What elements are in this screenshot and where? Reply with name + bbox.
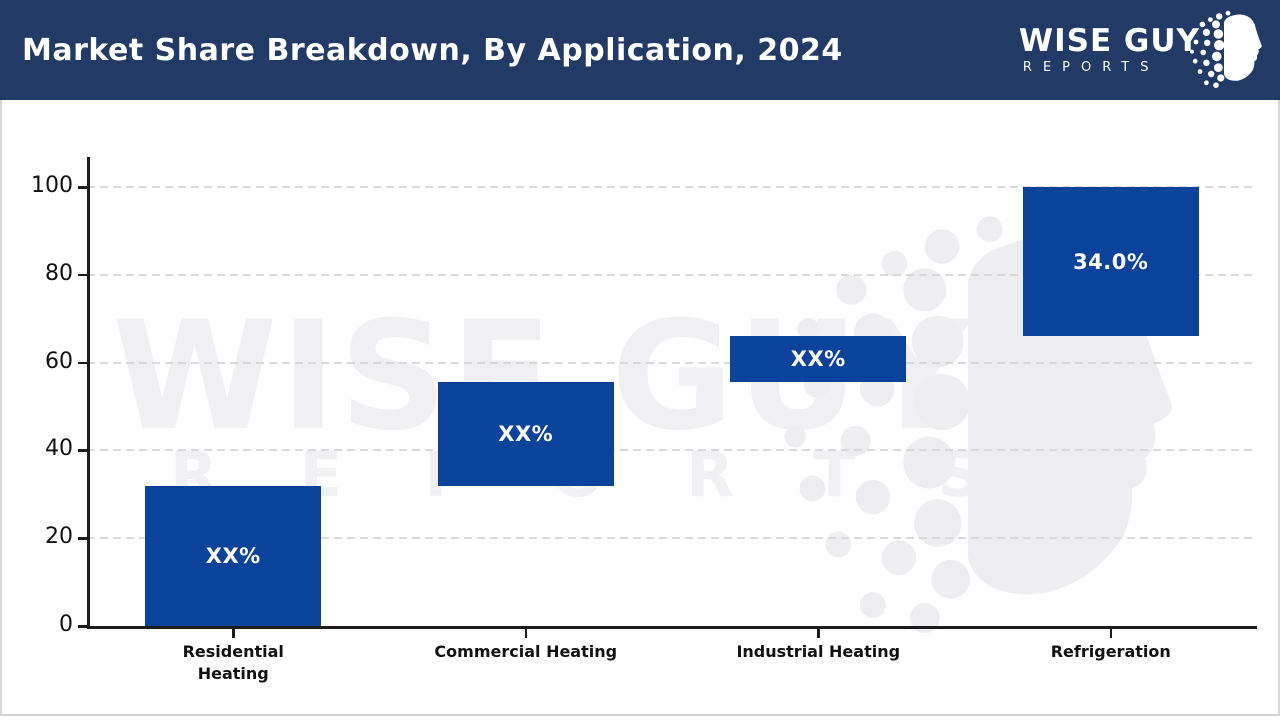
y-tick-0: [78, 625, 87, 628]
bar-commercial-heating: XX%: [437, 382, 614, 486]
x-tick-refrigeration: [1109, 629, 1113, 638]
x-label-refrigeration: Refrigeration: [1050, 642, 1171, 661]
logo-text: WISE GUY REPORTS: [1018, 23, 1200, 75]
x-tick-commercial-heating: [524, 629, 528, 638]
logo-wordmark: WISE GUY: [1018, 23, 1200, 59]
x-tick-residential-heating: [232, 629, 235, 638]
x-axis: [87, 626, 1257, 629]
bar-industrial-heating: XX%: [730, 336, 907, 383]
y-axis: [87, 157, 90, 629]
y-tick-label: 20: [45, 524, 73, 550]
header-bar: Market Share Breakdown, By Application, …: [0, 0, 1280, 100]
bar-value-label: 34.0%: [1073, 249, 1149, 274]
gridline-80: [87, 273, 1257, 276]
gridline-40: [87, 449, 1257, 452]
chart-title: Market Share Breakdown, By Application, …: [22, 32, 843, 68]
y-tick-100: [78, 186, 87, 189]
gridline-60: [87, 361, 1257, 364]
y-tick-60: [78, 361, 87, 365]
bar-value-label: XX%: [498, 421, 554, 446]
bar-value-label: XX%: [790, 347, 846, 372]
x-tick-industrial-heating: [817, 629, 820, 638]
y-tick-80: [78, 273, 87, 277]
gridline-20: [87, 537, 1257, 540]
bar-value-label: XX%: [205, 543, 261, 568]
wise-guy-logo: WISE GUY REPORTS: [1019, 8, 1264, 92]
y-tick-label: 0: [59, 612, 73, 637]
bar-residential-heating: XX%: [145, 485, 322, 626]
x-label-residential-heating: Residential Heating: [182, 642, 284, 683]
y-tick-40: [78, 449, 87, 452]
y-tick-label: 60: [45, 348, 73, 374]
logo-subtitle: REPORTS: [1022, 60, 1160, 75]
x-label-industrial-heating: Industrial Heating: [736, 642, 901, 661]
y-tick-label: 100: [31, 173, 73, 198]
y-tick-label: 80: [45, 260, 73, 286]
x-label-commercial-heating: Commercial Heating: [434, 642, 618, 661]
y-tick-label: 40: [45, 436, 73, 462]
y-tick-20: [78, 537, 87, 540]
gridline-100: [87, 186, 1257, 188]
bar-refrigeration: 34.0%: [1022, 187, 1199, 337]
